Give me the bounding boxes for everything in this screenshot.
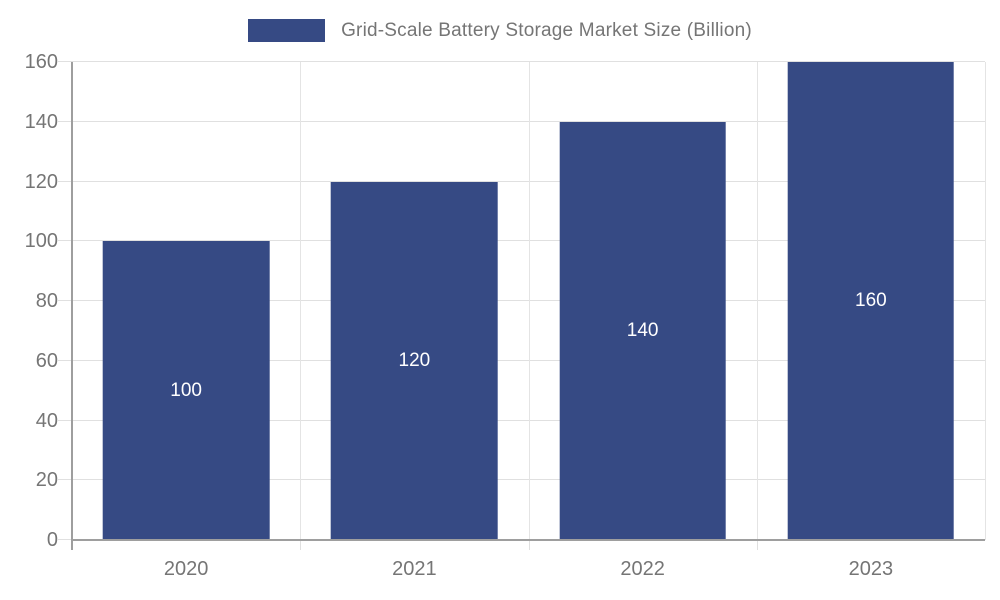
y-tick-label-20: 20 [35, 469, 58, 492]
y-tick-label-0: 0 [46, 529, 58, 551]
gridline-vertical-4 [985, 62, 986, 540]
plot-area: 100 120 140 160 [58, 61, 986, 550]
x-axis-tick-3 [756, 540, 758, 550]
legend-swatch [248, 19, 326, 42]
y-tick-label-120: 120 [24, 170, 58, 193]
gridline-horizontal-120 [58, 180, 985, 182]
gridline-vertical-2 [528, 62, 530, 540]
bar-value-label-2020: 100 [170, 379, 202, 401]
x-axis-tick-2 [528, 540, 530, 550]
bar-group-2020: 100 [72, 62, 300, 540]
x-tick-label-2022: 2022 [620, 558, 665, 580]
gridline-horizontal-140 [58, 120, 985, 122]
x-tick-label-2023: 2023 [848, 558, 894, 580]
gridline-vertical-1 [300, 62, 302, 540]
x-axis-tick-1 [300, 540, 302, 550]
x-axis: 2020 2021 2022 2023 [72, 558, 985, 588]
y-tick-label-80: 80 [35, 290, 58, 312]
gridline-horizontal-40 [58, 419, 985, 421]
gridline-horizontal-160 [58, 61, 985, 62]
x-tick-label-2020: 2020 [163, 558, 209, 580]
y-tick-label-160: 160 [24, 51, 58, 73]
gridline-horizontal-80 [58, 300, 985, 301]
bar-2020[interactable]: 100 [102, 241, 270, 540]
bar-2023[interactable]: 160 [787, 62, 955, 540]
gridline-horizontal-60 [58, 359, 985, 361]
x-axis-line [71, 539, 985, 541]
bar-2022[interactable]: 140 [559, 121, 726, 540]
y-tick-label-100: 100 [24, 230, 58, 253]
gridline-horizontal-20 [58, 479, 985, 481]
y-axis-zero-tick [58, 539, 72, 540]
bar-group-2021: 120 [300, 62, 528, 540]
gridline-horizontal-100 [58, 240, 985, 242]
legend-label: Grid-Scale Battery Storage Market Size (… [341, 19, 752, 41]
bar-2021[interactable]: 120 [331, 181, 498, 540]
bar-value-label-2023: 160 [855, 290, 887, 311]
chart-legend: Grid-Scale Battery Storage Market Size (… [0, 19, 1000, 42]
x-tick-label-2021: 2021 [392, 558, 437, 580]
bar-value-label-2022: 140 [626, 319, 659, 341]
y-tick-label-60: 60 [35, 349, 58, 372]
y-axis-line [71, 62, 73, 550]
gridline-vertical-3 [756, 62, 758, 540]
y-tick-label-40: 40 [35, 409, 58, 432]
y-axis: 0 20 40 60 80 100 120 140 160 [0, 52, 58, 550]
bar-value-label-2021: 120 [398, 349, 431, 371]
bar-group-2023: 160 [757, 62, 985, 540]
y-tick-label-140: 140 [24, 110, 58, 133]
bar-group-2022: 140 [529, 62, 757, 540]
